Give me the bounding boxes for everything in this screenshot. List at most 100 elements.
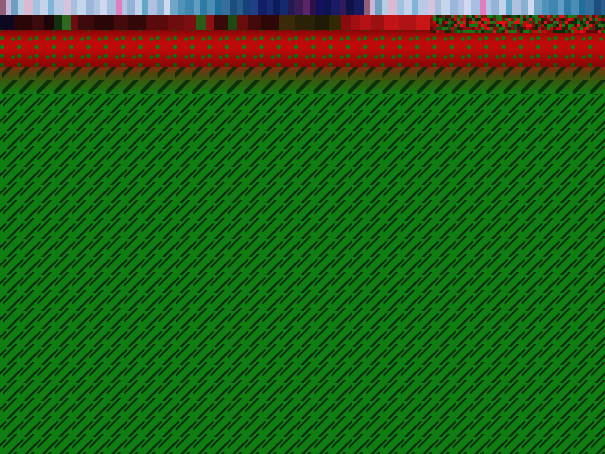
noise-cell — [200, 0, 207, 15]
streak-cell — [435, 15, 456, 30]
streak-cell — [94, 15, 114, 30]
noise-cell — [116, 0, 122, 15]
noise-cell — [64, 0, 71, 15]
streak-cell — [44, 15, 54, 30]
noise-cell — [164, 0, 170, 15]
streak-cell — [598, 15, 605, 30]
streak-cell — [329, 15, 341, 30]
noise-cell — [135, 0, 142, 15]
noise-cell — [258, 0, 267, 15]
streak-cell — [62, 15, 71, 30]
streak-cell — [416, 15, 435, 30]
noise-cell — [521, 0, 528, 15]
streak-cell — [128, 15, 146, 30]
streak-cell — [54, 15, 62, 30]
noise-cell — [86, 0, 94, 15]
streak-cell — [114, 15, 128, 30]
noise-cell — [471, 0, 480, 15]
noise-cell — [310, 0, 316, 15]
noise-cell — [18, 0, 24, 15]
noise-cell — [288, 0, 294, 15]
streak-cell — [184, 15, 196, 30]
streak-cell — [228, 15, 237, 30]
noise-cell — [303, 0, 310, 15]
streak-cell — [575, 15, 582, 30]
streak-cell — [78, 15, 94, 30]
noise-cell — [142, 0, 148, 15]
streak-cell — [0, 15, 14, 30]
streak-cell — [456, 15, 479, 30]
noise-cell — [412, 0, 418, 15]
streak-cell — [384, 15, 399, 30]
streak-cell — [548, 15, 558, 30]
streak-cell — [261, 15, 279, 30]
noise-cell — [33, 0, 40, 15]
red-band — [0, 27, 605, 67]
noise-cell — [542, 0, 549, 15]
noise-cell — [280, 0, 288, 15]
streak-cell — [71, 15, 78, 30]
noise-cell — [346, 0, 354, 15]
streak-cell — [566, 15, 575, 30]
streak-cell — [248, 15, 261, 30]
noise-cell — [157, 0, 164, 15]
top-noise-strip — [0, 0, 605, 15]
noise-cell — [122, 0, 127, 15]
noise-cell — [273, 0, 280, 15]
noise-cell — [100, 0, 107, 15]
noise-cell — [450, 0, 458, 15]
noise-cell — [375, 0, 382, 15]
noise-cell — [178, 0, 185, 15]
noise-cell — [185, 0, 194, 15]
noise-cell — [458, 0, 464, 15]
noise-cell — [370, 0, 375, 15]
noise-cell — [340, 0, 346, 15]
streak-cell — [341, 15, 351, 30]
streak-cell — [214, 15, 228, 30]
noise-cell — [558, 0, 564, 15]
streak-cell — [504, 15, 518, 30]
noise-cell — [11, 0, 18, 15]
streak-cell — [237, 15, 248, 30]
streak-cell — [196, 15, 206, 30]
streak-cell — [14, 15, 32, 30]
noise-cell — [594, 0, 601, 15]
noise-cell — [324, 0, 331, 15]
noise-cell — [207, 0, 215, 15]
noise-cell — [54, 0, 64, 15]
streak-cell — [558, 15, 566, 30]
streak-cell — [479, 15, 504, 30]
noise-cell — [601, 0, 605, 15]
noise-cell — [267, 0, 273, 15]
noise-cell — [549, 0, 558, 15]
streak-cell — [32, 15, 44, 30]
noise-cell — [418, 0, 428, 15]
noise-cell — [506, 0, 512, 15]
noise-cell — [499, 0, 506, 15]
noise-cell — [77, 0, 86, 15]
noise-cell — [294, 0, 303, 15]
noise-cell — [464, 0, 471, 15]
noise-cell — [528, 0, 534, 15]
streak-cell — [351, 15, 360, 30]
green-speckle-overlay — [0, 27, 605, 67]
noise-cell — [564, 0, 571, 15]
noise-cell — [435, 0, 441, 15]
green-field-background — [0, 70, 605, 454]
noise-cell — [243, 0, 251, 15]
noise-cell — [127, 0, 135, 15]
noise-cell — [316, 0, 324, 15]
noise-cell — [148, 0, 157, 15]
noise-cell — [382, 0, 388, 15]
noise-cell — [221, 0, 230, 15]
streak-cell — [399, 15, 416, 30]
noise-cell — [230, 0, 237, 15]
streak-cell — [206, 15, 214, 30]
streak-cell — [518, 15, 536, 30]
noise-cell — [24, 0, 33, 15]
noise-cell — [251, 0, 258, 15]
noise-cell — [40, 0, 48, 15]
noise-cell — [0, 0, 6, 15]
noise-cell — [441, 0, 450, 15]
noise-cell — [107, 0, 116, 15]
